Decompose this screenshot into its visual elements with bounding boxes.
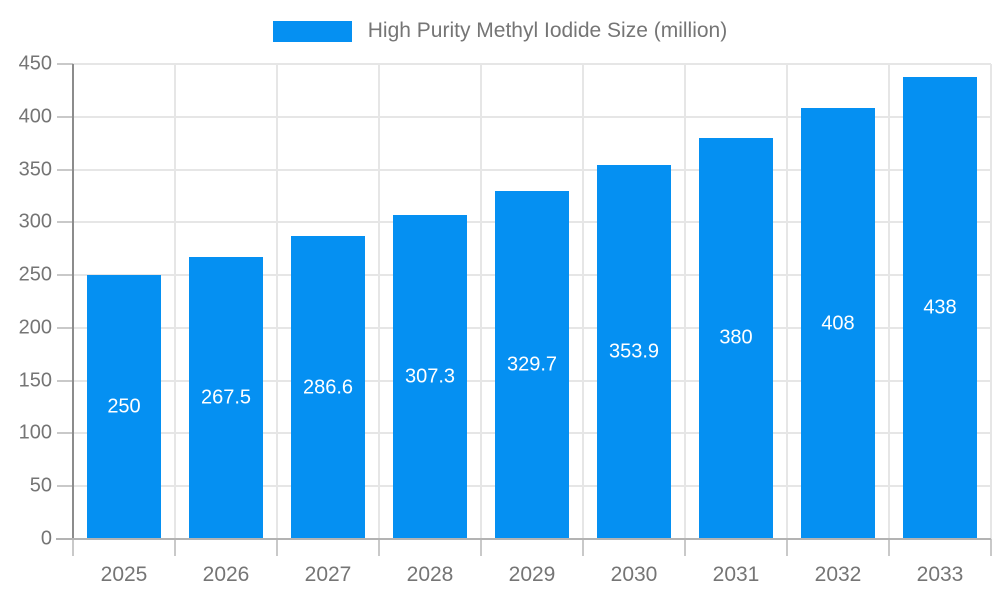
x-axis-label: 2030 [610,563,658,586]
x-axis-label: 2033 [916,563,964,586]
y-axis-tick [57,432,73,435]
y-axis-label: 0 [40,527,52,550]
x-axis-tick [582,539,584,556]
bar-value-label: 408 [821,312,855,335]
bar [903,76,977,539]
bar-value-label: 329.7 [506,353,558,376]
gridline-vertical [786,64,788,539]
legend[interactable]: High Purity Methyl Iodide Size (million) [0,19,1000,43]
y-axis-tick [57,221,73,224]
y-axis-tick [57,63,73,65]
gridline-vertical [174,64,176,539]
y-axis-label: 150 [18,369,52,392]
y-axis-label: 300 [18,210,52,233]
gridline-horizontal [73,168,991,171]
y-axis-tick [57,115,73,118]
bar [189,256,263,539]
y-axis-line [72,64,74,539]
bar-value-label: 380 [719,326,753,349]
y-axis-label: 200 [18,316,52,339]
x-axis-tick [888,539,890,556]
bar-value-label: 307.3 [404,365,456,388]
x-axis-tick [990,539,992,556]
bar-value-label: 353.9 [608,340,660,363]
x-axis-label: 2029 [508,563,556,586]
bar [393,214,467,539]
y-axis-tick [57,379,73,382]
y-axis-label: 50 [29,474,52,497]
x-axis-tick [378,539,380,556]
x-axis-tick [786,539,788,556]
bar-value-label: 250 [107,395,141,418]
x-axis-label: 2031 [712,563,760,586]
bar [495,190,569,539]
gridline-vertical [684,64,686,539]
y-axis-tick [57,168,73,171]
y-axis-label: 250 [18,263,52,286]
legend-label: High Purity Methyl Iodide Size (million) [367,19,728,42]
gridline-vertical [990,64,992,539]
x-axis-label: 2027 [304,563,352,586]
x-axis-label: 2028 [406,563,454,586]
x-axis-tick [480,539,482,556]
x-axis-tick [174,539,176,556]
x-axis-tick [684,539,686,556]
x-axis-label: 2032 [814,563,862,586]
gridline-vertical [582,64,584,539]
bar [597,165,671,539]
x-axis-tick [276,539,278,556]
bar [291,236,365,539]
y-axis-label: 100 [18,421,52,444]
x-axis-line [56,538,991,540]
y-axis-tick [57,326,73,329]
bar [87,275,161,539]
y-axis-label: 400 [18,105,52,128]
x-axis-label: 2025 [100,563,148,586]
gridline-horizontal [73,115,991,118]
bar-value-label: 267.5 [200,386,252,409]
legend-swatch-icon [272,20,352,42]
y-axis-label: 450 [18,52,52,75]
bar [801,108,875,539]
gridline-vertical [888,64,890,539]
bar [699,137,773,539]
gridline-vertical [480,64,482,539]
y-axis-tick [57,485,73,488]
bar-value-label: 438 [923,296,957,319]
gridline-vertical [378,64,380,539]
y-axis-label: 350 [18,158,52,181]
x-axis-label: 2026 [202,563,250,586]
bar-value-label: 286.6 [302,376,354,399]
gridline-vertical [276,64,278,539]
y-axis-tick [57,274,73,277]
x-axis-tick [72,539,74,556]
gridline-horizontal [73,63,991,65]
